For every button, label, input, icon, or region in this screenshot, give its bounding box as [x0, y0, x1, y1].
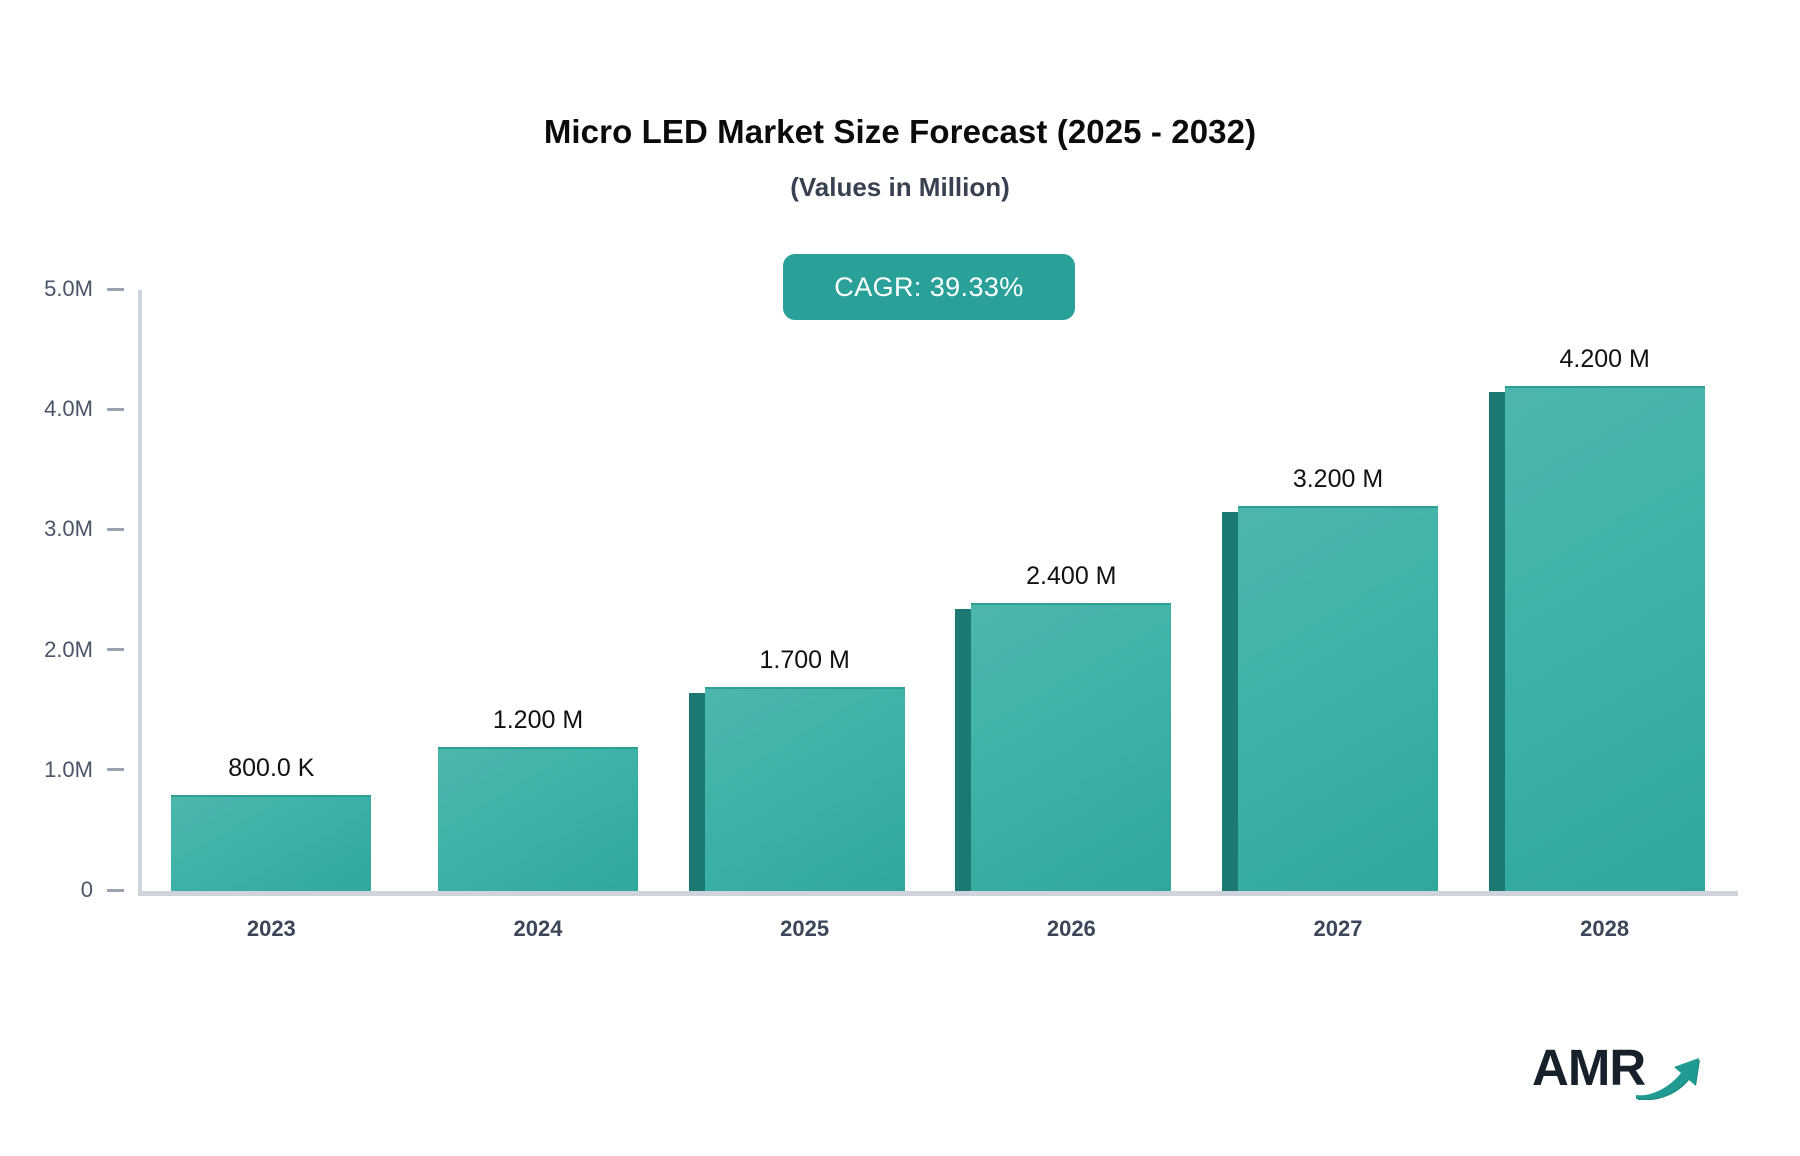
y-tick-mark — [107, 527, 124, 531]
y-tick-mark — [107, 407, 124, 411]
bar-face — [1238, 506, 1438, 891]
plot-area: 800.0 K 1.200 M 1.700 M 2.400 M 3.200 M 4.200… — [138, 290, 1738, 896]
x-tick-2024: 2024 — [513, 916, 563, 941]
y-tick-4.0M: 4.0M — [0, 396, 138, 422]
y-tick-mark — [107, 648, 124, 652]
bar-face — [704, 686, 905, 891]
y-tick-mark — [107, 888, 124, 892]
x-tick-2023: 2023 — [246, 916, 296, 941]
cagr-badge: CAGR: 39.33% — [783, 254, 1075, 320]
bar-face — [971, 602, 1172, 891]
amr-logo: AMR — [1532, 1040, 1702, 1102]
x-tick-2027: 2027 — [1313, 916, 1363, 941]
cagr-badge-label: CAGR: 39.33% — [834, 271, 1024, 302]
y-tick-label: 5.0M — [44, 276, 93, 301]
y-tick-3.0M: 3.0M — [0, 516, 138, 542]
y-tick-mark — [107, 287, 124, 291]
y-tick-mark — [107, 768, 124, 772]
bar-value-label: 2.400 M — [1026, 561, 1117, 590]
y-tick-0: 0 — [0, 877, 138, 902]
x-tick-2025: 2025 — [780, 916, 830, 941]
bar-value-label: 1.700 M — [759, 645, 850, 674]
y-axis-line — [138, 290, 142, 895]
y-tick-label: 3.0M — [44, 516, 93, 542]
chart-title: Micro LED Market Size Forecast (2025 - 2… — [543, 113, 1257, 150]
bar-value-label: 800.0 K — [228, 753, 315, 782]
growth-arrow-icon — [1636, 1058, 1700, 1100]
x-axis-line — [138, 891, 1738, 896]
chart-subtitle: (Values in Million) — [790, 172, 1010, 202]
bar-face — [171, 794, 372, 891]
bar-face — [438, 746, 638, 891]
bar-value-label: 1.200 M — [492, 705, 584, 734]
bar-value-label: 4.200 M — [1559, 345, 1650, 374]
bar-value-label: 3.200 M — [1292, 465, 1384, 494]
y-tick-label: 1.0M — [44, 756, 93, 782]
y-tick-label: 4.0M — [44, 396, 93, 422]
y-tick-label: 0 — [80, 877, 93, 902]
x-tick-2028: 2028 — [1580, 916, 1630, 941]
y-tick-label: 2.0M — [44, 636, 93, 662]
y-tick-2.0M: 2.0M — [0, 636, 138, 662]
y-tick-1.0M: 1.0M — [0, 756, 138, 782]
y-tick-5.0M: 5.0M — [0, 276, 138, 301]
amr-logo-text: AMR — [1532, 1039, 1646, 1096]
x-tick-2026: 2026 — [1046, 916, 1096, 941]
bar-face — [1504, 386, 1705, 891]
